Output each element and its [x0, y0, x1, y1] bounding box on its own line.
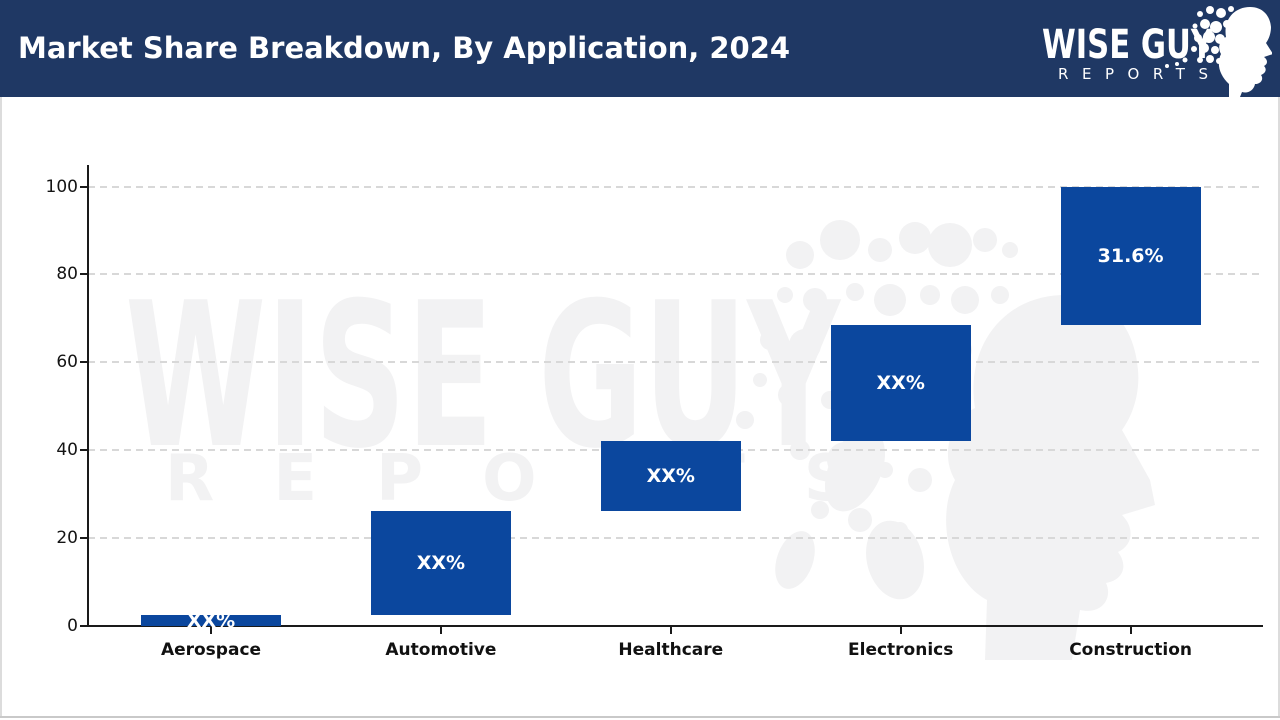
header-bar: Market Share Breakdown, By Application, …	[0, 0, 1280, 97]
x-tick-mark	[439, 626, 442, 634]
x-category-label: Healthcare	[618, 640, 724, 660]
bar-value-label: XX%	[186, 609, 236, 632]
bar-value-label: XX%	[416, 551, 466, 574]
y-tick-mark	[80, 361, 88, 364]
x-category-label: Electronics	[848, 640, 954, 660]
y-tick-label: 80	[56, 264, 78, 285]
bottom-border	[0, 716, 1280, 718]
x-category-label: Construction	[1069, 640, 1192, 660]
y-tick-label: 100	[45, 176, 78, 197]
y-tick-label: 40	[56, 440, 78, 461]
y-tick-label: 20	[56, 528, 78, 549]
gridline-100	[88, 185, 1262, 188]
y-tick-label: 60	[56, 352, 78, 373]
bar-automotive	[370, 510, 511, 615]
x-category-label: Aerospace	[160, 640, 262, 660]
gridline-20	[88, 537, 1262, 540]
gridline-60	[88, 361, 1262, 364]
bar-value-label: XX%	[646, 464, 695, 487]
y-axis-spine	[87, 165, 89, 627]
wise-guy-logo: WISE GUY REPORTS	[1042, 6, 1272, 97]
bar-value-label: XX%	[876, 372, 925, 395]
bar-aerospace	[141, 615, 281, 626]
y-tick-mark	[80, 449, 88, 452]
y-tick-mark	[80, 185, 88, 188]
y-tick-mark	[80, 625, 88, 627]
y-tick-mark	[80, 537, 88, 540]
chart-area: WISE GUY REPORTS	[0, 97, 1280, 720]
logo-face-profile-icon	[1218, 7, 1272, 97]
bar-electronics	[830, 325, 971, 441]
page-title: Market Share Breakdown, By Application, …	[18, 31, 791, 65]
bar-healthcare	[600, 441, 741, 511]
right-border	[1278, 97, 1280, 718]
bar-construction	[1060, 186, 1201, 326]
x-tick-mark	[669, 626, 672, 634]
x-tick-mark	[1129, 626, 1132, 634]
x-category-label: Automotive	[385, 640, 497, 660]
y-tick-mark	[80, 273, 88, 276]
left-border	[0, 97, 2, 718]
x-tick-mark	[899, 626, 902, 634]
x-tick-mark	[210, 626, 212, 634]
x-axis-spine	[87, 625, 1263, 627]
gridline-80	[88, 273, 1262, 276]
y-tick-label: 0	[67, 616, 78, 636]
watermark-face-profile	[946, 295, 1155, 660]
bar-value-label: 31.6%	[1097, 245, 1164, 268]
